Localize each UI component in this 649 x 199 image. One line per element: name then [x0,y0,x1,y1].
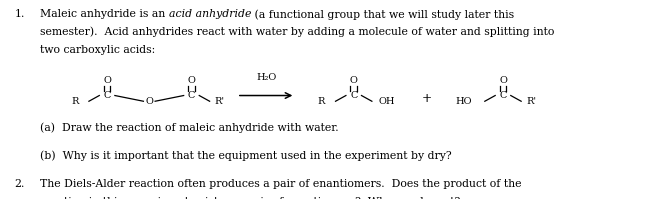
Text: H₂O: H₂O [256,73,276,82]
Text: OH: OH [378,97,395,106]
Text: O: O [103,76,111,86]
Text: O: O [350,76,358,86]
Text: R: R [318,97,325,106]
Text: semester).  Acid anhydrides react with water by adding a molecule of water and s: semester). Acid anhydrides react with wa… [40,27,555,37]
Text: two carboxylic acids:: two carboxylic acids: [40,45,156,55]
Text: (b)  Why is it important that the equipment used in the experiment by dry?: (b) Why is it important that the equipme… [40,150,452,161]
Text: R: R [71,97,79,106]
Text: C: C [188,91,195,100]
Text: (a)  Draw the reaction of maleic anhydride with water.: (a) Draw the reaction of maleic anhydrid… [40,122,339,133]
Text: HO: HO [456,97,472,106]
Text: O: O [499,76,507,86]
Text: Maleic anhydride is an: Maleic anhydride is an [40,9,169,19]
Text: C: C [103,91,111,100]
Text: 1.: 1. [14,9,25,19]
Text: 2.: 2. [14,179,25,189]
Text: +: + [422,92,432,105]
Text: R': R' [215,97,225,106]
Text: reaction in this experiment exist as a pair of enantiomers?  Why or why not?: reaction in this experiment exist as a p… [40,197,461,199]
Text: (a functional group that we will study later this: (a functional group that we will study l… [251,9,515,20]
Text: C: C [499,91,507,100]
Text: O: O [188,76,195,86]
Text: C: C [350,91,358,100]
Text: acid anhydride: acid anhydride [169,9,251,19]
Text: R': R' [526,97,537,106]
Text: The Diels-Alder reaction often produces a pair of enantiomers.  Does the product: The Diels-Alder reaction often produces … [40,179,522,189]
Text: O: O [145,97,153,106]
